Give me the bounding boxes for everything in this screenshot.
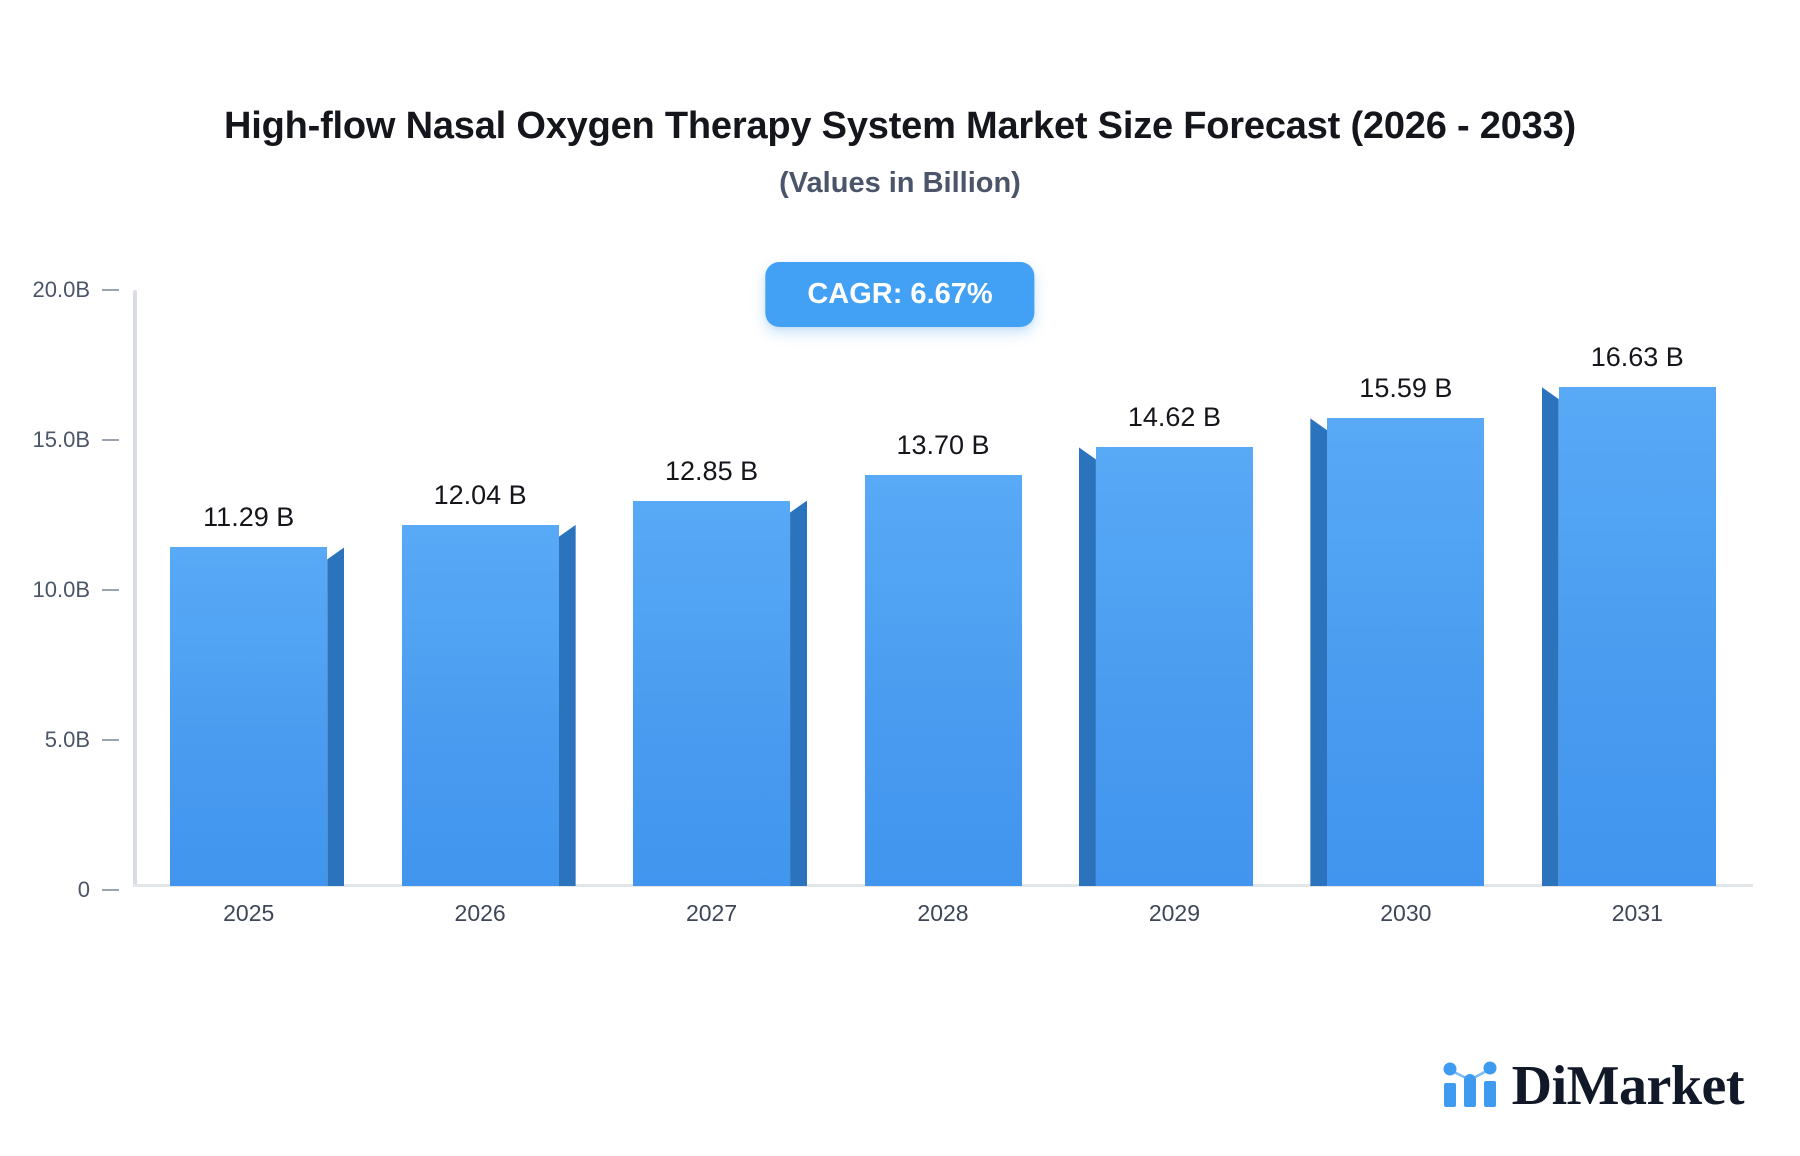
bar-value-label: 12.85 B: [665, 455, 759, 486]
bar-column[interactable]: 13.70 B: [864, 286, 1022, 886]
x-axis-tick-label: 2026: [454, 900, 506, 926]
x-axis-tick-label: 2025: [223, 900, 275, 926]
y-axis-tick-label: 5.0B: [44, 727, 90, 752]
bar-column[interactable]: 12.85 B: [633, 286, 808, 886]
y-axis-tick-label: 10.0B: [32, 577, 91, 602]
bar-side-face: [1078, 447, 1096, 886]
bar-column[interactable]: 14.62 B: [1078, 286, 1253, 886]
bar-value-label: 15.59 B: [1359, 373, 1453, 404]
bar-value-label: 11.29 B: [203, 502, 295, 533]
y-axis-tick-dash: [102, 739, 119, 741]
dimarket-logo: DiMarket: [1442, 1055, 1745, 1117]
bar-column[interactable]: 15.59 B: [1310, 286, 1485, 886]
bar-value-label: 13.70 B: [896, 430, 990, 460]
bar-face: [1558, 387, 1716, 886]
bar-side-face: [1310, 418, 1328, 886]
bar-value-label: 14.62 B: [1127, 402, 1221, 433]
title-block: High-flow Nasal Oxygen Therapy System Ma…: [0, 104, 1800, 200]
bar-column[interactable]: 12.04 B: [401, 286, 576, 886]
bar-side-face: [790, 500, 808, 886]
bar[interactable]: 11.29 B: [170, 502, 345, 886]
bar-face: [401, 524, 559, 886]
x-axis-tick-label: 2029: [1148, 900, 1201, 926]
bar-series: 11.29 B 12.04 B 12.85 B 13.70 B 14.62 B 15.59…: [133, 286, 1753, 886]
cagr-badge: CAGR: 6.67%: [765, 262, 1035, 327]
bar[interactable]: 16.63 B: [1541, 342, 1716, 886]
y-axis-tick-label: 15.0B: [32, 427, 91, 452]
y-axis-line: [133, 290, 137, 886]
x-axis-tick-label: 2031: [1611, 900, 1663, 926]
bar[interactable]: 12.04 B: [401, 480, 576, 886]
y-axis-tick-dash: [102, 289, 119, 291]
x-axis-labels: 2025 2026 2027 2028 2029 2030 2031: [133, 900, 1753, 940]
y-axis-tick-dash: [102, 889, 119, 891]
y-axis-tick-label: 20.0B: [32, 277, 91, 302]
bar-face: [864, 475, 1022, 886]
bar-side-face: [327, 547, 345, 886]
bar-side-face: [558, 524, 576, 886]
bar-column[interactable]: 16.63 B: [1541, 286, 1716, 886]
y-axis-tick-dash: [102, 589, 119, 591]
bar-column[interactable]: 11.29 B: [170, 286, 345, 886]
bar-face: [170, 547, 328, 886]
bar[interactable]: 12.85 B: [633, 456, 808, 886]
bar-value-label: 12.04 B: [433, 479, 527, 510]
bar-side-face: [1541, 387, 1559, 886]
bar[interactable]: 13.70 B: [864, 430, 1022, 886]
y-axis-tick-dash: [102, 439, 119, 441]
bar-face: [633, 500, 791, 886]
bar[interactable]: 15.59 B: [1310, 373, 1485, 886]
bar-face: [1327, 418, 1485, 886]
x-axis-tick-label: 2027: [685, 900, 738, 926]
chart-subtitle: (Values in Billion): [779, 166, 1021, 199]
plot-area: 0 5.0B 10.0B 15.0B 20.0B 11.29 B 12.04 B 12.85…: [33, 279, 1753, 901]
page-title: High-flow Nasal Oxygen Therapy System Ma…: [223, 105, 1576, 147]
x-axis-tick-label: 2030: [1380, 900, 1432, 926]
bar[interactable]: 14.62 B: [1078, 402, 1253, 886]
y-axis-tick-label: 0: [77, 877, 90, 902]
bar-chart-dots-icon: [1442, 1059, 1498, 1114]
logo-text: DiMarket: [1511, 1055, 1745, 1117]
bar-value-label: 16.63 B: [1590, 342, 1684, 373]
x-axis-tick-label: 2028: [917, 900, 969, 926]
bar-face: [1095, 447, 1253, 886]
